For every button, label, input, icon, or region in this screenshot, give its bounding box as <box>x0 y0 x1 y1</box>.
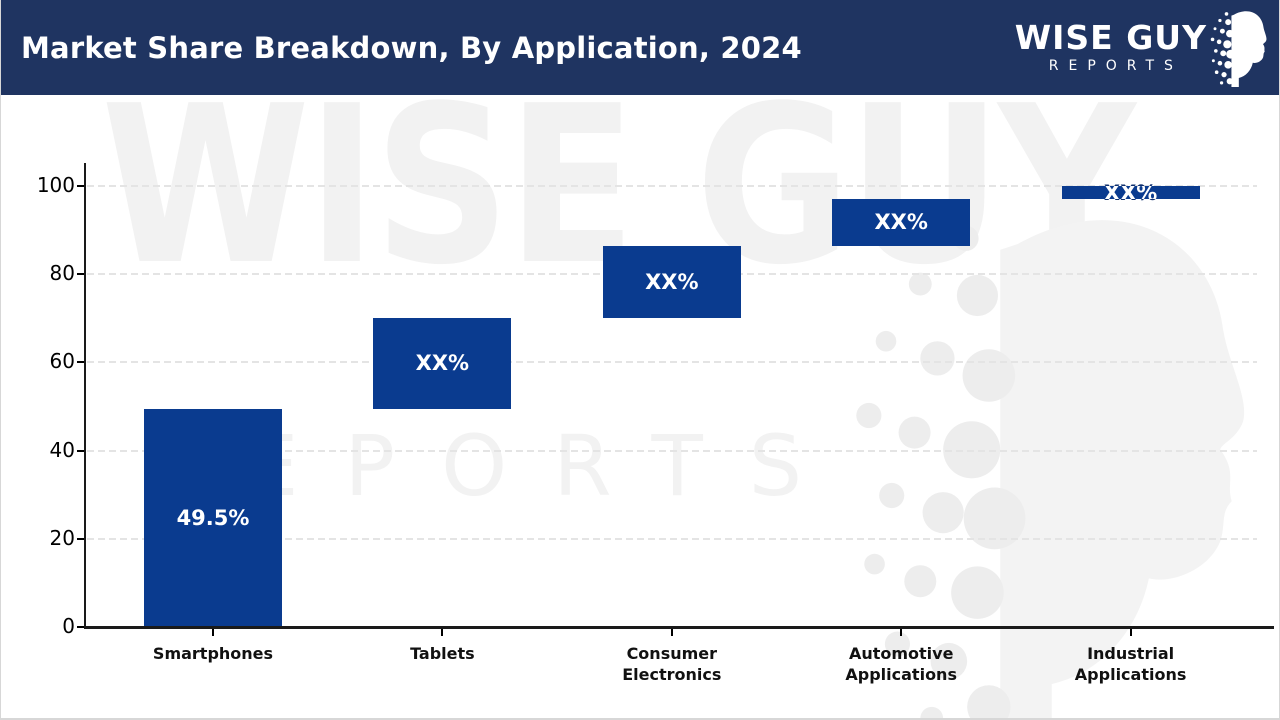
logo-head-icon <box>1210 10 1267 87</box>
bar-automotive-applications: XX% <box>832 199 971 246</box>
x-axis-line <box>84 626 1274 629</box>
x-axis-tick-mark <box>900 628 903 636</box>
x-axis-tick-mark <box>1129 628 1132 636</box>
x-axis-category-label: Automotive Applications <box>845 644 957 685</box>
bar-consumer-electronics: XX% <box>602 245 741 319</box>
bar-value-label: XX% <box>874 210 928 235</box>
y-axis-tick-label: 80 <box>49 261 75 286</box>
y-axis-line <box>84 163 86 629</box>
header: Market Share Breakdown, By Application, … <box>1 0 1279 95</box>
x-axis-tick-mark <box>212 628 214 636</box>
y-axis-tick-mark <box>77 537 85 540</box>
page-title: Market Share Breakdown, By Application, … <box>21 30 802 65</box>
y-axis-tick-mark <box>77 361 85 364</box>
x-axis-tick-mark <box>670 628 673 636</box>
bar-value-label: XX% <box>645 269 699 294</box>
bar-value-label: XX% <box>1103 186 1158 200</box>
chart-area: WISE GUY REPORTS 02040608010049.5%49.5%S… <box>1 60 1279 720</box>
gridline <box>87 185 1257 187</box>
bar-value-label: XX% <box>415 351 470 376</box>
logo-wordmark-line1: WISE GUY <box>1014 18 1207 58</box>
y-axis-tick-label: 100 <box>36 173 75 197</box>
gridline <box>87 537 1257 540</box>
x-axis-category-label: Tablets <box>410 644 475 663</box>
bar-value-label: 49.5% <box>176 505 250 530</box>
y-axis-tick-label: 60 <box>49 349 75 374</box>
y-axis-tick-mark <box>77 273 85 276</box>
y-axis-tick-label: 40 <box>49 437 75 462</box>
x-axis-category-label: Smartphones <box>152 644 274 663</box>
logo-wordmark: WISE GUY REPORTS <box>1015 21 1207 74</box>
x-axis-category-label: Industrial Applications <box>1074 644 1187 685</box>
x-axis-category-label: Consumer Electronics <box>622 644 722 685</box>
gridline <box>87 449 1257 452</box>
bar-tablets: XX% <box>373 318 512 409</box>
bar-industrial-applications: XX% <box>1061 186 1200 200</box>
y-axis-tick-mark <box>77 449 85 452</box>
x-axis-tick-mark <box>441 628 444 636</box>
y-axis-tick-mark <box>77 185 85 187</box>
bottom-border <box>1 718 1279 720</box>
bar-smartphones: 49.5% <box>144 408 282 627</box>
gridline <box>87 361 1257 364</box>
y-axis-tick-label: 0 <box>62 614 75 638</box>
y-axis-tick-label: 20 <box>49 525 75 550</box>
logo-wordmark-line2: REPORTS <box>1048 57 1183 74</box>
y-axis-tick-mark <box>77 626 85 628</box>
logo: WISE GUY REPORTS <box>1015 9 1267 87</box>
